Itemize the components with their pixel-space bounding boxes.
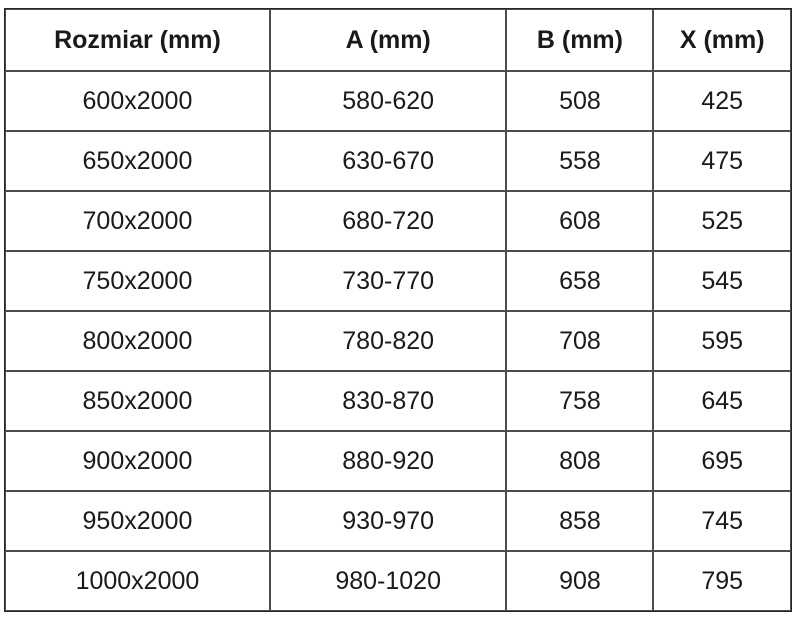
- cell-b: 858: [505, 490, 655, 552]
- table-row: 950x2000 930-970 858 745: [4, 490, 792, 552]
- cell-b: 658: [505, 250, 655, 312]
- cell-rozmiar: 750x2000: [4, 250, 271, 312]
- table-row: 700x2000 680-720 608 525: [4, 190, 792, 252]
- cell-b: 558: [505, 130, 655, 192]
- cell-x: 525: [652, 190, 792, 252]
- table-row: 650x2000 630-670 558 475: [4, 130, 792, 192]
- cell-b: 608: [505, 190, 655, 252]
- size-table-container: Rozmiar (mm) A (mm) B (mm) X (mm) 600x20…: [4, 8, 792, 612]
- cell-a: 730-770: [268, 250, 508, 312]
- table-row: 800x2000 780-820 708 595: [4, 310, 792, 372]
- cell-a: 930-970: [268, 490, 508, 552]
- table-row: 1000x2000 980-1020 908 795: [4, 550, 792, 612]
- cell-b: 808: [505, 430, 655, 492]
- cell-x: 795: [652, 550, 792, 612]
- cell-rozmiar: 700x2000: [4, 190, 271, 252]
- cell-a: 780-820: [268, 310, 508, 372]
- size-table-header: Rozmiar (mm) A (mm) B (mm) X (mm): [4, 8, 792, 72]
- header-cell-b: B (mm): [505, 8, 655, 72]
- header-row: Rozmiar (mm) A (mm) B (mm) X (mm): [4, 8, 792, 72]
- cell-x: 475: [652, 130, 792, 192]
- cell-x: 695: [652, 430, 792, 492]
- cell-a: 880-920: [268, 430, 508, 492]
- cell-b: 708: [505, 310, 655, 372]
- cell-rozmiar: 800x2000: [4, 310, 271, 372]
- cell-a: 830-870: [268, 370, 508, 432]
- cell-x: 595: [652, 310, 792, 372]
- cell-rozmiar: 1000x2000: [4, 550, 271, 612]
- header-cell-rozmiar: Rozmiar (mm): [4, 8, 271, 72]
- cell-a: 630-670: [268, 130, 508, 192]
- cell-rozmiar: 650x2000: [4, 130, 271, 192]
- table-row: 750x2000 730-770 658 545: [4, 250, 792, 312]
- cell-rozmiar: 850x2000: [4, 370, 271, 432]
- size-table-body: 600x2000 580-620 508 425 650x2000 630-670 558 4…: [4, 70, 792, 612]
- cell-a: 580-620: [268, 70, 508, 132]
- table-row: 900x2000 880-920 808 695: [4, 430, 792, 492]
- cell-a: 680-720: [268, 190, 508, 252]
- cell-rozmiar: 950x2000: [4, 490, 271, 552]
- cell-x: 545: [652, 250, 792, 312]
- cell-rozmiar: 600x2000: [4, 70, 271, 132]
- cell-b: 508: [505, 70, 655, 132]
- cell-b: 908: [505, 550, 655, 612]
- cell-x: 425: [652, 70, 792, 132]
- table-row: 600x2000 580-620 508 425: [4, 70, 792, 132]
- cell-a: 980-1020: [268, 550, 508, 612]
- cell-rozmiar: 900x2000: [4, 430, 271, 492]
- header-cell-a: A (mm): [268, 8, 508, 72]
- cell-x: 645: [652, 370, 792, 432]
- size-table: Rozmiar (mm) A (mm) B (mm) X (mm) 600x20…: [4, 8, 792, 612]
- header-cell-x: X (mm): [652, 8, 792, 72]
- cell-b: 758: [505, 370, 655, 432]
- cell-x: 745: [652, 490, 792, 552]
- table-row: 850x2000 830-870 758 645: [4, 370, 792, 432]
